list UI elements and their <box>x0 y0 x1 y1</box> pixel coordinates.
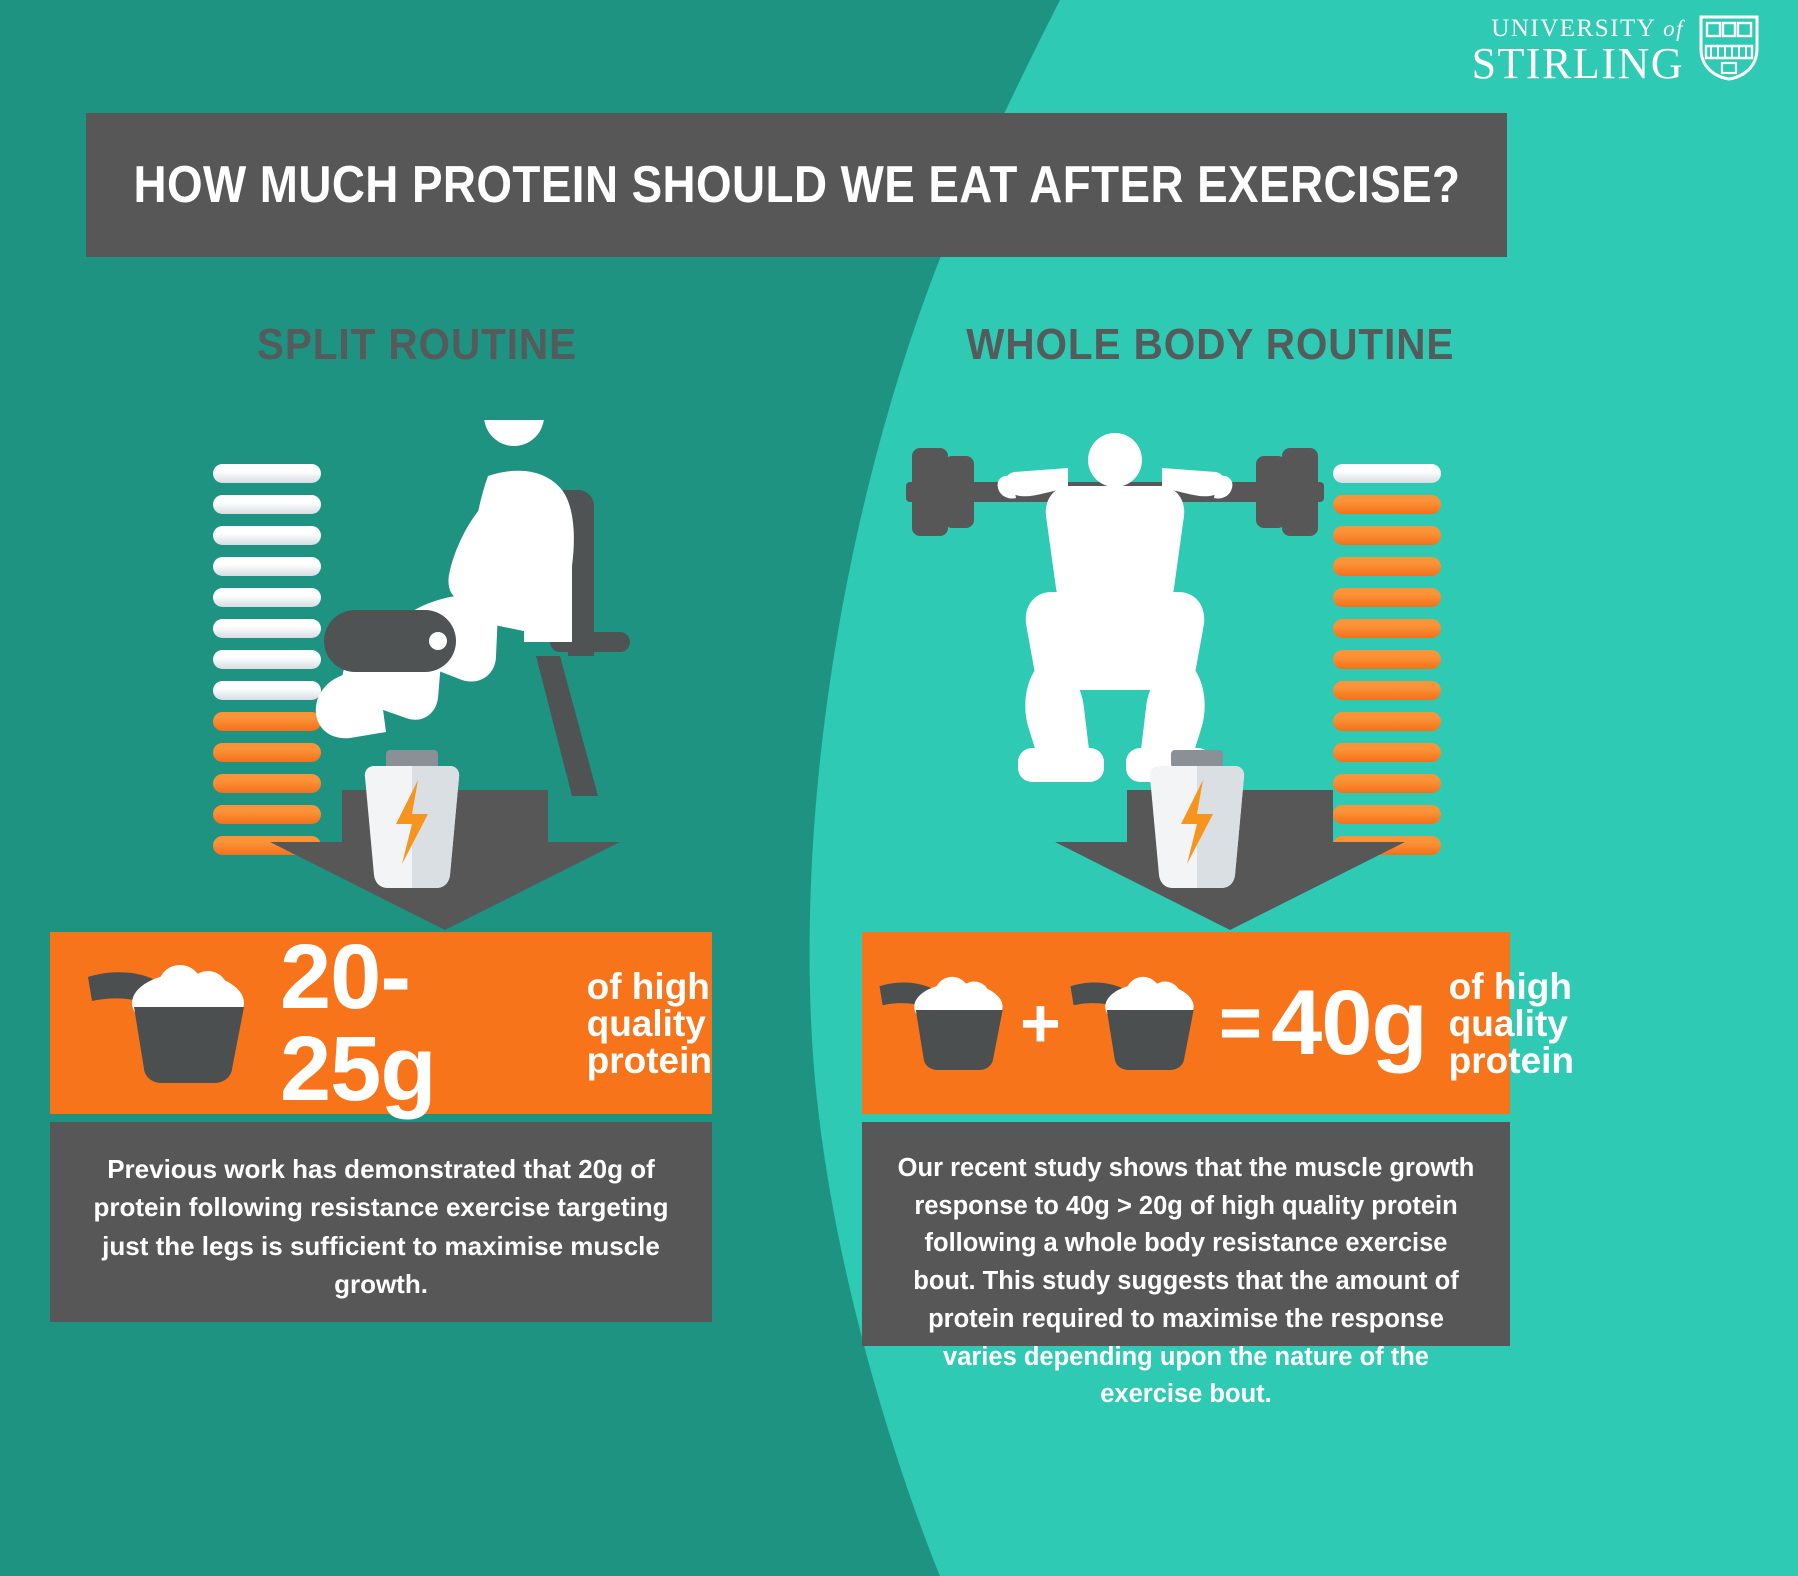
muscle-bar-inactive <box>213 619 321 638</box>
muscle-bar-active <box>1333 774 1441 793</box>
caption-whole-body-routine: Our recent study shows that the muscle g… <box>862 1122 1510 1408</box>
muscle-bar-inactive <box>213 557 321 576</box>
muscle-bar-inactive <box>213 681 321 700</box>
page-title-bar: HOW MUCH PROTEIN SHOULD WE EAT AFTER EXE… <box>86 113 1507 257</box>
stirling-word: STIRLING <box>1471 38 1684 88</box>
muscle-bar-active <box>1333 495 1441 514</box>
muscle-bar-inactive <box>213 650 321 669</box>
dose-amount-split-routine: 20-25g <box>280 926 437 1120</box>
university-of-word: of <box>1663 15 1684 41</box>
dose-qualifier-line-2: quality <box>586 1002 706 1044</box>
muscle-bar-active <box>213 743 321 762</box>
university-logo-text: UNIVERSITY of STIRLING <box>1472 16 1684 86</box>
down-arrow-with-supplement-whole-body <box>1015 750 1445 945</box>
dose-box-whole-body-routine: + = 40g of high quality protein <box>862 932 1574 1114</box>
dose-qualifier-line-1: of high <box>1448 965 1572 1007</box>
muscle-bar-stack-split-routine <box>213 464 321 867</box>
muscle-bar-active <box>1333 588 1441 607</box>
muscle-bar-active <box>213 805 321 824</box>
muscle-bar-inactive <box>213 588 321 607</box>
muscle-bar-active <box>1333 557 1441 576</box>
university-word: UNIVERSITY <box>1491 14 1656 42</box>
muscle-bar-active <box>1333 681 1441 700</box>
muscle-bar-active <box>1333 743 1441 762</box>
stirling-crest-icon <box>1698 14 1760 87</box>
muscle-bar-inactive <box>213 495 321 514</box>
dose-qualifier-line-3: protein <box>1448 1039 1575 1081</box>
muscle-bar-inactive <box>213 464 321 483</box>
equals-operator: = <box>1218 981 1262 1064</box>
muscle-bar-active <box>1333 712 1441 731</box>
dose-qualifier-split-routine: of high quality protein <box>587 968 712 1079</box>
lightning-bolt-icon <box>396 780 428 864</box>
muscle-bar-active <box>213 774 321 793</box>
protein-scoop-icon <box>870 960 1020 1087</box>
university-logo: UNIVERSITY of STIRLING <box>1472 14 1760 87</box>
muscle-bar-inactive <box>213 526 321 545</box>
dose-qualifier-line-2: quality <box>1448 1002 1568 1044</box>
muscle-bar-stack-whole-body-routine <box>1333 464 1441 867</box>
dose-qualifier-line-1: of high <box>586 965 710 1007</box>
lightning-bolt-icon <box>1181 780 1213 864</box>
caption-split-routine: Previous work has demonstrated that 20g … <box>50 1122 712 1322</box>
dose-qualifier-line-3: protein <box>586 1039 712 1081</box>
protein-tub-icon <box>1145 750 1249 895</box>
page-title: HOW MUCH PROTEIN SHOULD WE EAT AFTER EXE… <box>133 156 1460 214</box>
dose-amount-whole-body-routine: 40g <box>1271 972 1428 1074</box>
protein-scoop-icon <box>76 953 266 1094</box>
muscle-bar-active <box>1333 619 1441 638</box>
protein-scoop-icon <box>1061 960 1211 1087</box>
muscle-bar-inactive <box>1333 464 1441 483</box>
plus-operator: + <box>1020 984 1061 1062</box>
protein-tub-icon <box>360 750 464 895</box>
muscle-bar-active <box>1333 526 1441 545</box>
muscle-bar-active <box>1333 650 1441 669</box>
muscle-bar-active <box>213 712 321 731</box>
barbell-squat-icon <box>900 430 1330 795</box>
dose-qualifier-whole-body-routine: of high quality protein <box>1449 968 1574 1079</box>
leg-extension-machine-icon <box>300 386 660 815</box>
dose-box-split-routine: 20-25g of high quality protein <box>50 926 712 1120</box>
column-heading-whole-body-routine: WHOLE BODY ROUTINE <box>966 320 1455 369</box>
down-arrow-with-supplement-split <box>230 750 660 945</box>
muscle-bar-active <box>1333 805 1441 824</box>
column-heading-split-routine: SPLIT ROUTINE <box>256 320 577 369</box>
